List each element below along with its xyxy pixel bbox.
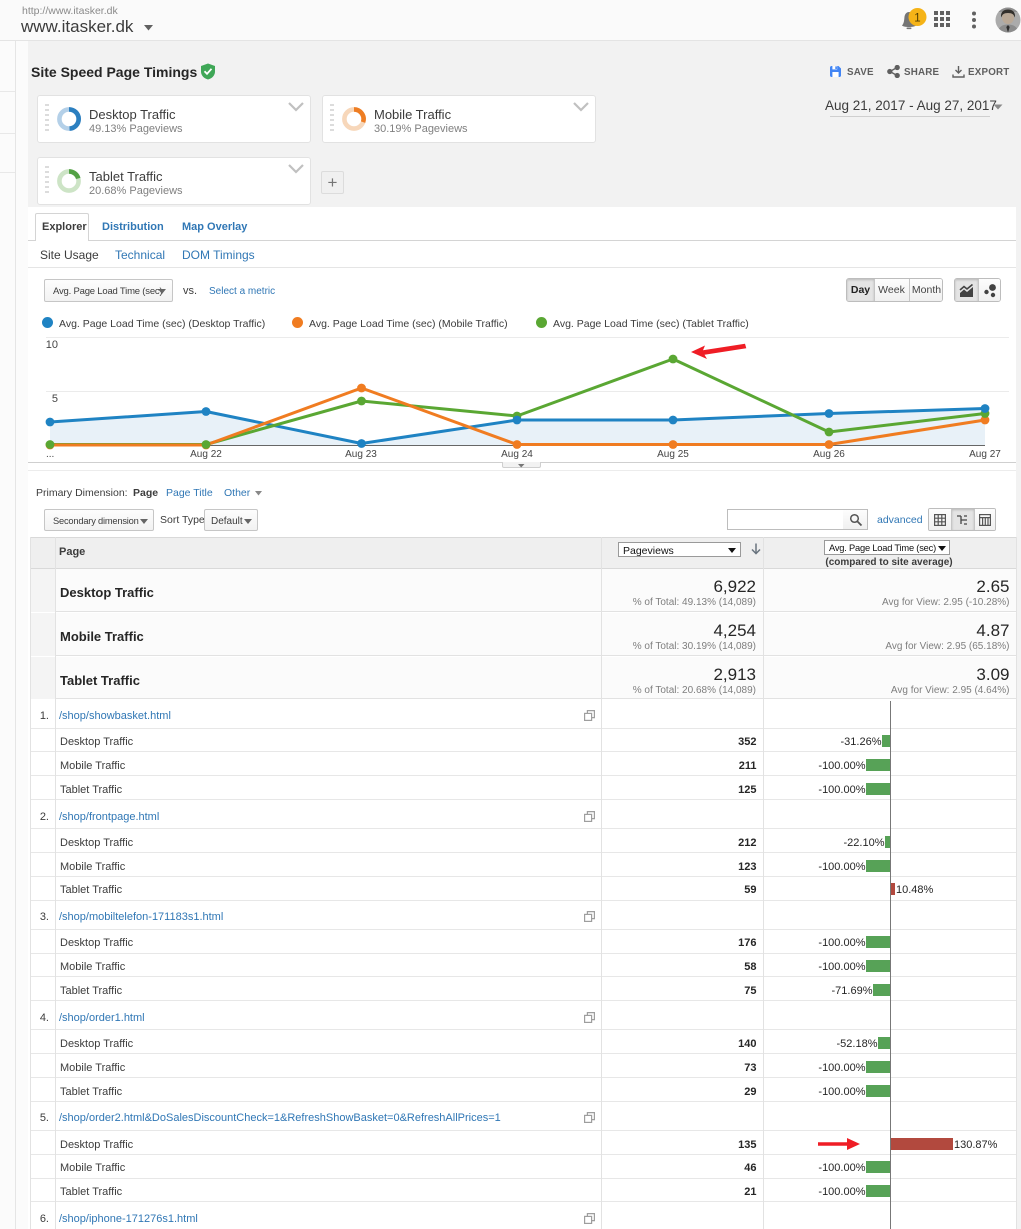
svg-text:Aug 24: Aug 24 — [501, 449, 533, 460]
svg-text:Aug 27: Aug 27 — [969, 449, 1001, 460]
svg-text:Aug 22: Aug 22 — [190, 449, 222, 460]
svg-text:Aug 26: Aug 26 — [813, 449, 845, 460]
svg-text:5: 5 — [52, 393, 58, 405]
svg-text:Aug 23: Aug 23 — [345, 449, 377, 460]
svg-text:10: 10 — [46, 339, 58, 351]
svg-text:Aug 25: Aug 25 — [657, 449, 689, 460]
svg-text:1: 1 — [914, 13, 920, 25]
svg-text:...: ... — [46, 449, 54, 460]
